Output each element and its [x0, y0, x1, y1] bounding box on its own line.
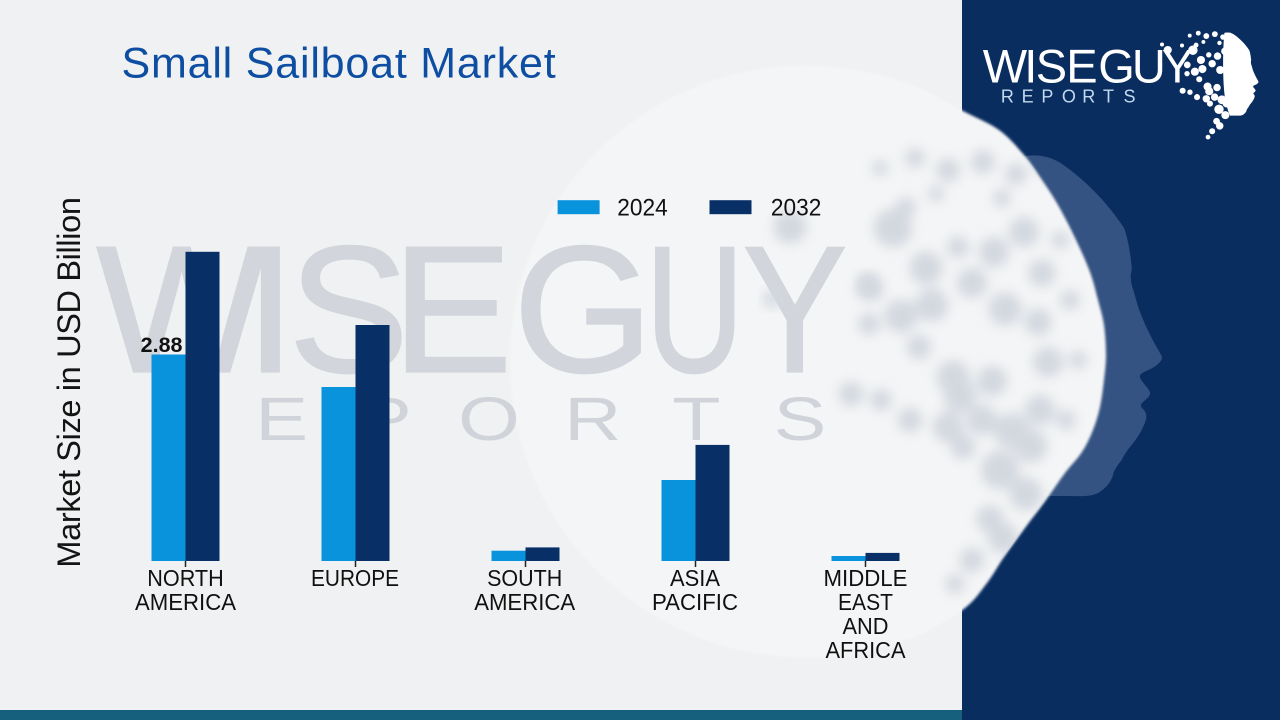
svg-text:Market Size in USD Billion: Market Size in USD Billion [51, 197, 87, 567]
svg-text:2.88: 2.88 [141, 333, 183, 357]
svg-text:2024: 2024 [617, 195, 667, 222]
svg-text:Y: Y [743, 208, 847, 410]
svg-text:U: U [645, 208, 744, 410]
svg-text:EUROPE: EUROPE [311, 565, 399, 591]
svg-text:T: T [672, 385, 720, 453]
svg-text:Small Sailboat Market: Small Sailboat Market [122, 40, 557, 88]
svg-text:S: S [774, 385, 827, 453]
svg-text:WISEGUY: WISEGUY [983, 40, 1193, 93]
svg-text:E: E [255, 385, 308, 453]
svg-text:2032: 2032 [771, 195, 821, 222]
svg-text:O: O [458, 385, 520, 453]
svg-text:R: R [564, 385, 621, 453]
